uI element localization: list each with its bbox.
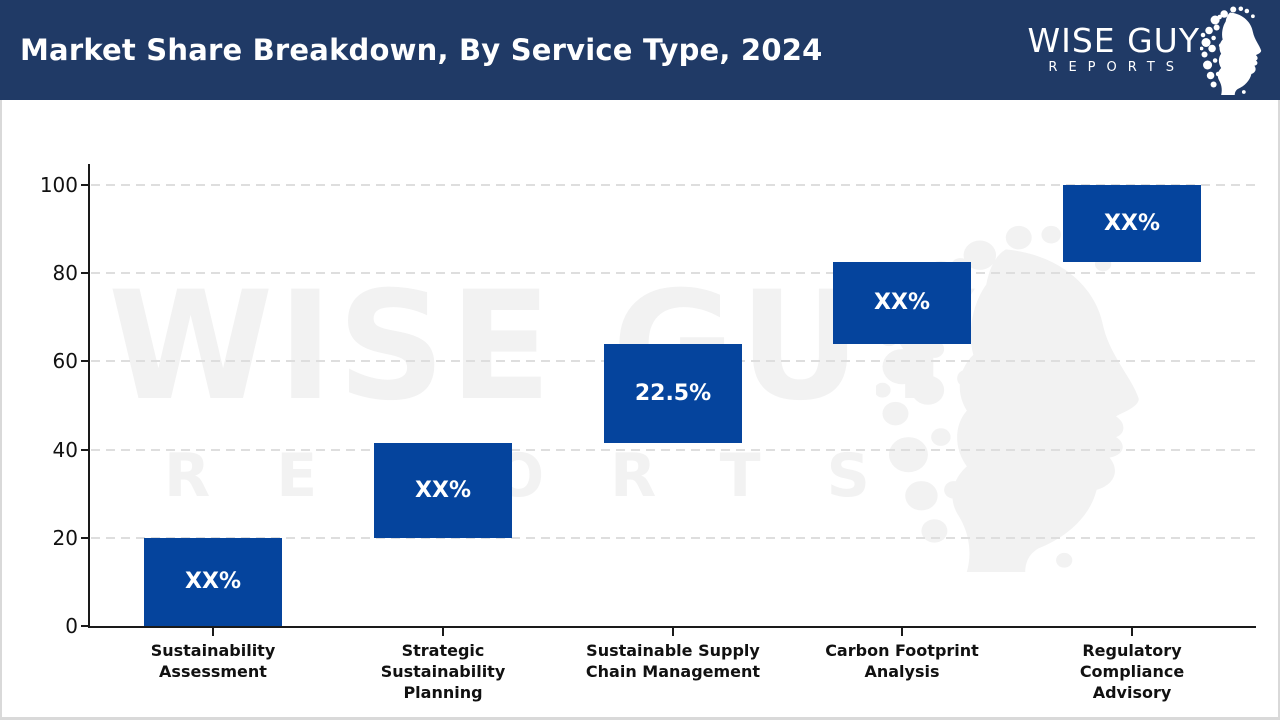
bar-value-label: XX% [874, 290, 930, 316]
y-axis-line [88, 164, 90, 628]
dotted-head-icon [1200, 6, 1262, 95]
x-category-label-line: Regulatory [1082, 641, 1182, 660]
grid-line [91, 272, 1256, 274]
x-category-label-line: Sustainability [150, 641, 276, 660]
x-tick-mark [901, 628, 903, 636]
x-category-label-line: Compliance [1079, 662, 1185, 681]
x-category-label: Regulatory Compliance Advisory [1017, 640, 1247, 703]
bar: XX% [144, 537, 282, 626]
x-category-label-line: Strategic [401, 641, 485, 660]
bar: XX% [374, 442, 512, 538]
brand-logo-name: WISE GUY [1027, 21, 1200, 60]
x-category-label-line: Analysis [864, 662, 940, 681]
y-tick-label: 40 [52, 437, 78, 462]
bar: XX% [833, 261, 971, 344]
brand-logo: WISE GUY REPORTS [1022, 0, 1272, 100]
y-tick-label: 100 [39, 172, 78, 197]
x-category-label-line: Carbon Footprint [825, 641, 979, 660]
grid-line [91, 536, 1256, 539]
x-axis-line [90, 626, 1256, 628]
y-tick-mark [81, 448, 90, 451]
y-tick-mark [81, 536, 90, 539]
brand-logo-subtitle: REPORTS [1048, 60, 1186, 75]
x-category-label: Strategic Sustainability Planning [328, 640, 558, 703]
bar-value-label: XX% [1104, 210, 1160, 236]
y-tick-mark [81, 360, 90, 363]
watermark-brand-text: WISE GUY [108, 260, 978, 434]
y-tick-mark [81, 272, 90, 274]
x-tick-mark [1131, 628, 1133, 636]
x-category-label-line: Chain Management [585, 662, 761, 681]
y-tick-mark [81, 625, 90, 627]
chart-canvas: WISE GUY REPORTS 0 20 40 60 80 100 XX% Sustaina… [0, 100, 1280, 720]
x-category-label: Sustainable Supply Chain Management [558, 640, 788, 682]
y-tick-label: 0 [65, 614, 78, 638]
x-tick-mark [442, 628, 444, 636]
x-category-label-line: Sustainability [380, 662, 506, 681]
y-tick-label: 80 [52, 261, 78, 285]
header-bar: Market Share Breakdown, By Service Type,… [0, 0, 1280, 100]
x-category-label-line: Planning [403, 683, 483, 702]
x-category-label-line: Assessment [159, 662, 267, 681]
y-tick-label: 20 [52, 525, 78, 550]
brand-logo-text: WISE GUY REPORTS [1027, 24, 1200, 74]
bar: 22.5% [604, 343, 742, 443]
x-category-label: Carbon Footprint Analysis [787, 640, 1017, 682]
bar-value-label: 22.5% [634, 380, 712, 406]
bar: XX% [1063, 184, 1201, 262]
bar-value-label: XX% [415, 477, 471, 503]
grid-line [91, 183, 1256, 186]
x-tick-mark [672, 628, 674, 636]
x-tick-mark [212, 628, 214, 636]
x-category-label-line: Sustainable Supply [586, 641, 760, 660]
x-category-label: Sustainability Assessment [98, 640, 328, 682]
page-title: Market Share Breakdown, By Service Type,… [20, 33, 823, 67]
bar-value-label: XX% [185, 569, 241, 595]
y-tick-mark [81, 183, 90, 186]
grid-line [91, 448, 1256, 451]
y-tick-label: 60 [52, 349, 78, 374]
watermark-reports-text: REPORTS [164, 441, 936, 511]
x-category-label-line: Advisory [1092, 683, 1172, 702]
